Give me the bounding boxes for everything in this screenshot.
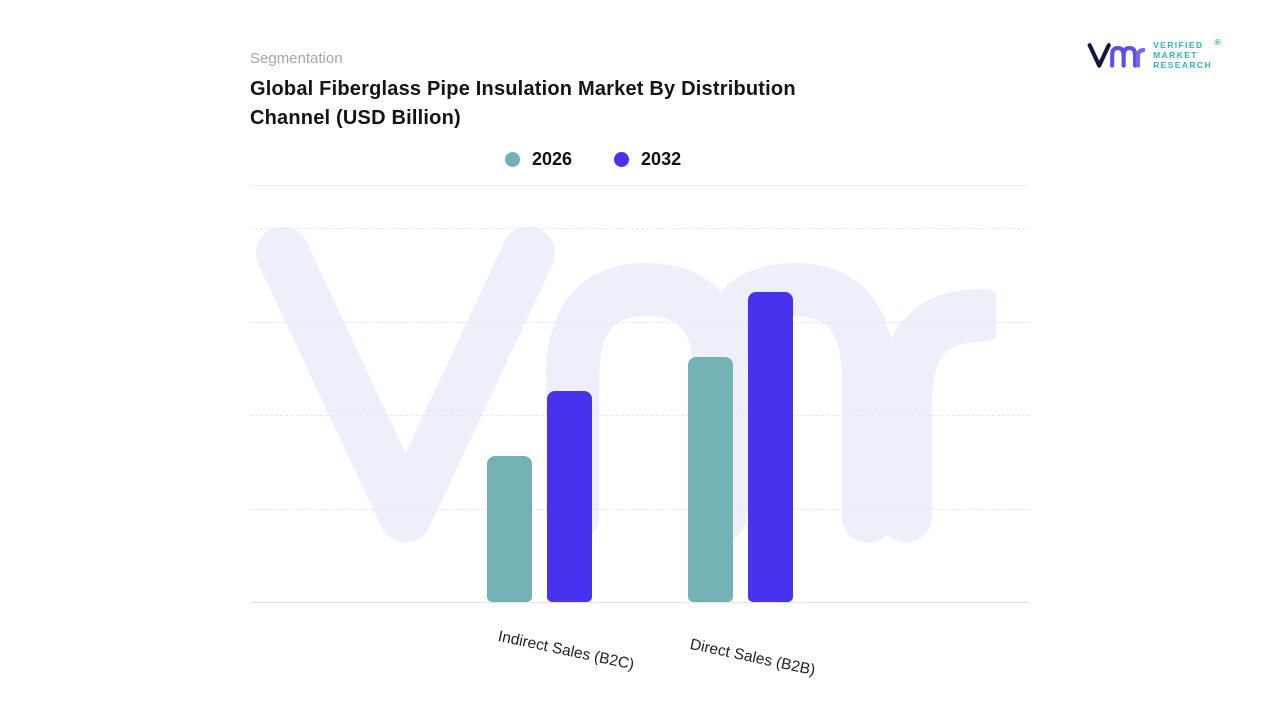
vmr-logo: VERIFIED MARKET RESEARCH ®: [1087, 37, 1222, 70]
chart-title-line1: Global Fiberglass Pipe Insulation Market…: [250, 78, 796, 100]
segmentation-eyebrow: Segmentation: [250, 50, 343, 67]
chart-title: Global Fiberglass Pipe Insulation Market…: [250, 75, 850, 133]
vmr-logo-line1: VERIFIED: [1153, 40, 1204, 50]
vmr-logo-line2: MARKET: [1153, 50, 1198, 60]
gridline: [250, 415, 1030, 416]
registered-trademark-icon: ®: [1214, 37, 1222, 47]
vmr-logo-mark-icon: [1087, 42, 1146, 68]
vmr-watermark-icon: [255, 227, 996, 543]
bar-2032-direct-sales: [748, 292, 793, 602]
plot-area: [250, 225, 1030, 603]
legend-divider-line: [250, 185, 1029, 186]
legend-dot: [614, 152, 630, 167]
gridline: [250, 228, 1030, 229]
legend-item-2032: 2032: [614, 149, 681, 170]
bar-2026-indirect-sales: [487, 456, 532, 602]
legend-label-2032: 2032: [641, 149, 682, 169]
bar-2026-direct-sales: [688, 357, 733, 602]
legend-item-2026: 2026: [505, 149, 572, 170]
legend-label-2026: 2026: [532, 149, 573, 169]
chart-title-line2: Channel (USD Billion): [250, 107, 461, 129]
gridline: [250, 322, 1030, 323]
vmr-logo-text: VERIFIED MARKET RESEARCH ®: [1153, 37, 1222, 70]
legend-dot: [505, 152, 520, 167]
x-axis-label-direct-sales: Direct Sales (B2B): [688, 636, 817, 680]
chart-legend: 2026 2032: [505, 149, 681, 170]
x-axis-label-indirect-sales: Indirect Sales (B2C): [496, 628, 636, 674]
gridline: [250, 509, 1030, 510]
vmr-logo-line3: RESEARCH: [1153, 60, 1212, 70]
bar-2032-indirect-sales: [547, 391, 592, 602]
